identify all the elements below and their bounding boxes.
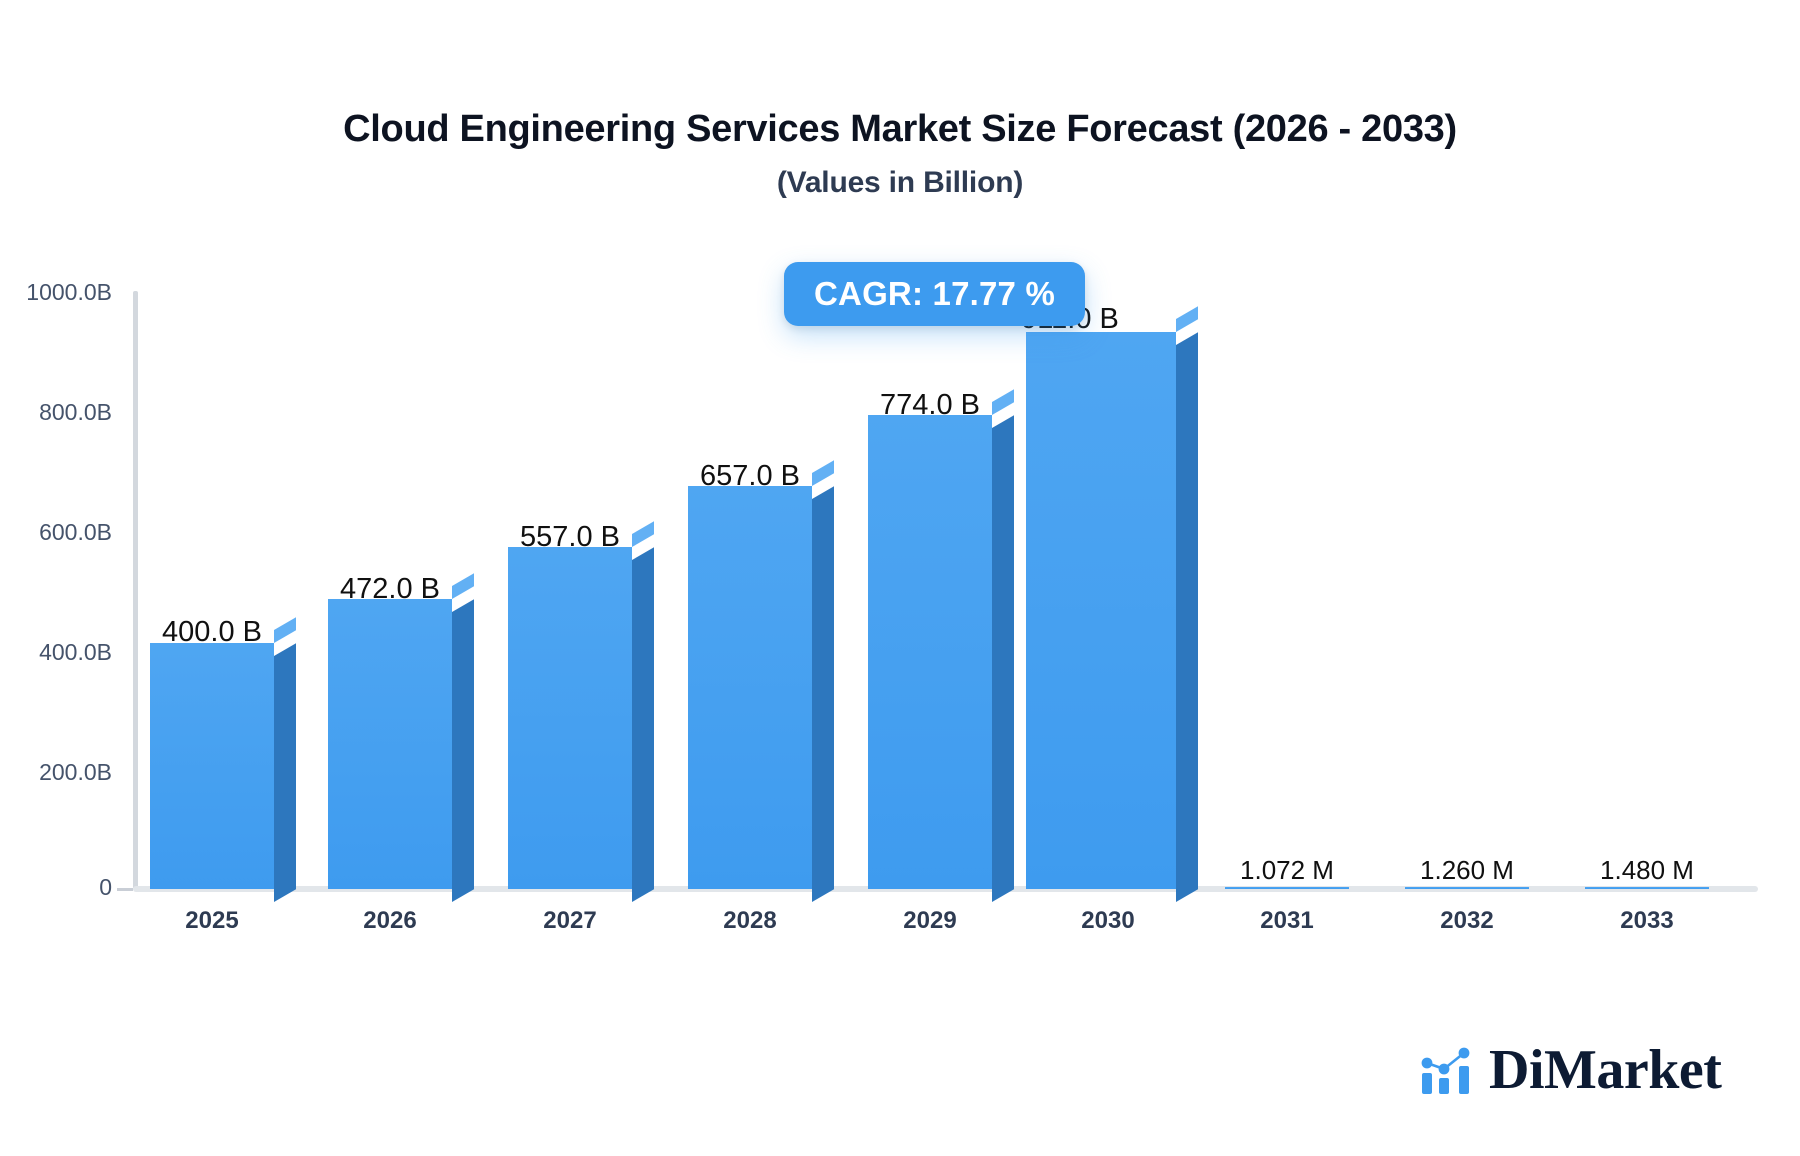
chart-subtitle: (Values in Billion) [776, 165, 1024, 199]
bar-front-face [150, 643, 274, 889]
bar-value-2029: 774.0 B [880, 389, 980, 421]
bar-front-face [328, 599, 452, 889]
bar-2033[interactable] [1585, 887, 1709, 889]
bar-value-2033: 1.480 M [1600, 855, 1694, 885]
page-title: Cloud Engineering Services Market Size F… [343, 108, 1457, 150]
y-tick-label-0: 0 [99, 874, 112, 900]
y-tick-label-800: 800.0B [39, 399, 112, 425]
bar-2030[interactable] [1026, 306, 1198, 902]
bar-side-face [992, 415, 1014, 902]
bar-side-face [812, 486, 834, 902]
cagr-badge-label: CAGR: 17.77 % [814, 275, 1056, 312]
bar-2029[interactable] [868, 389, 1014, 902]
y-tick-label-200: 200.0B [39, 759, 112, 785]
bar-2031[interactable] [1225, 887, 1349, 889]
x-tick-2027: 2027 [543, 907, 597, 934]
x-tick-2025: 2025 [185, 907, 239, 934]
x-tick-2029: 2029 [903, 907, 957, 934]
bar-side-face [274, 643, 296, 902]
bar-front-face [1585, 887, 1709, 889]
bar-value-2027: 557.0 B [520, 521, 620, 553]
x-tick-2032: 2032 [1440, 907, 1494, 934]
bar-value-2031: 1.072 M [1240, 855, 1334, 885]
bar-side-face [452, 599, 474, 902]
bar-value-2026: 472.0 B [340, 573, 440, 605]
x-tick-2030: 2030 [1081, 907, 1135, 934]
y-tick-label-1000: 1000.0B [26, 279, 112, 305]
brand-logo: DiMarket [1419, 1039, 1722, 1101]
x-tick-2026: 2026 [363, 907, 417, 934]
y-tick-label-400: 400.0B [39, 639, 112, 665]
bar-side-face [1176, 332, 1198, 902]
bar-2028[interactable] [688, 460, 834, 902]
bar-front-face [688, 486, 812, 889]
x-axis-baseline [133, 886, 1758, 892]
x-tick-2028: 2028 [723, 907, 777, 934]
bar-front-face [1225, 887, 1349, 889]
bar-side-face [632, 547, 654, 902]
y-tick-label-600: 600.0B [39, 519, 112, 545]
bar-front-face [1405, 887, 1529, 889]
bar-front-face [508, 547, 632, 889]
x-tick-2033: 2033 [1620, 907, 1674, 934]
bar-value-2028: 657.0 B [700, 460, 800, 492]
bar-front-face [1026, 332, 1176, 889]
x-tick-2031: 2031 [1260, 907, 1314, 934]
cagr-badge[interactable]: CAGR: 17.77 % [784, 262, 1086, 326]
bar-value-2032: 1.260 M [1420, 855, 1514, 885]
bar-front-face [868, 415, 992, 889]
y-axis-line [133, 291, 138, 889]
title-block: Cloud Engineering Services Market Size F… [0, 108, 1800, 200]
bar-2032[interactable] [1405, 887, 1529, 889]
bar-value-2025: 400.0 B [162, 616, 262, 648]
brand-logo-text: DiMarket [1489, 1039, 1722, 1101]
bar-2026[interactable] [328, 573, 474, 902]
bar-chart-logo-icon [1421, 1047, 1470, 1094]
bar-2027[interactable] [508, 521, 654, 902]
bar-2025[interactable] [150, 617, 296, 902]
y-tick-dash-0 [117, 888, 133, 891]
